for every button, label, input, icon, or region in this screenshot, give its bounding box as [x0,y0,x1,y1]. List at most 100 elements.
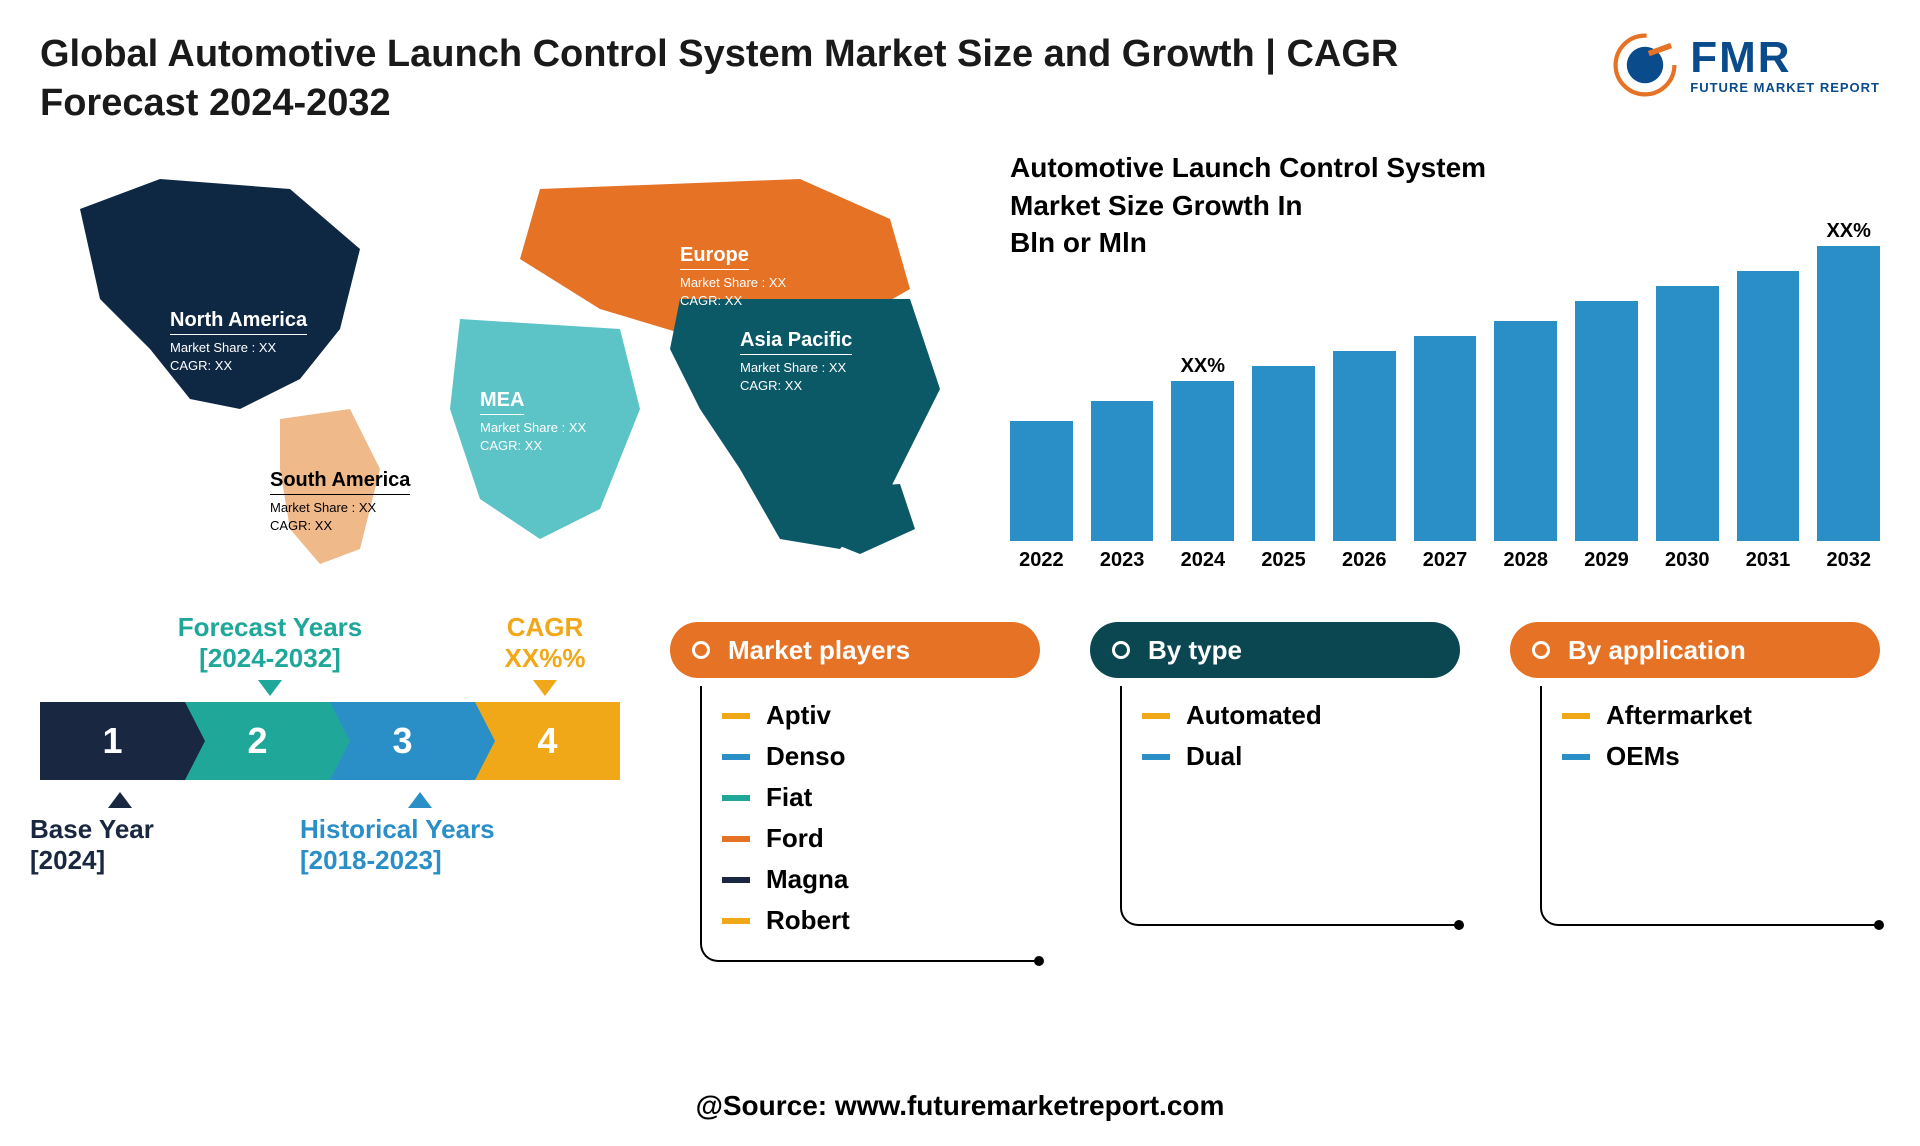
cat-app: By application Aftermarket OEMs [1510,622,1880,962]
timeline-seg-1: 1 [40,702,185,780]
tl-base-l1: Base Year [30,814,210,845]
list-app: Aftermarket OEMs [1540,686,1880,926]
source-text: @Source: www.futuremarketreport.com [0,1090,1920,1122]
bar-2026 [1333,351,1396,541]
tl-forecast-l2: [2024-2032] [170,643,370,674]
pill-app-label: By application [1568,635,1746,666]
bar-2022 [1010,421,1073,541]
list-item: OEMs [1562,741,1880,772]
logo: FMR FUTURE MARKET REPORT [1610,30,1880,100]
bar-col-2027: 2027 [1414,336,1477,572]
pill-dot-icon [1532,641,1550,659]
mid-row: North AmericaMarket Share : XXCAGR: XX So… [40,149,1880,572]
map-label-na: North AmericaMarket Share : XXCAGR: XX [170,309,307,375]
bar-chart: Automotive Launch Control System Market … [990,149,1880,572]
cat-players: Market players AptivDensoFiatFordMagnaRo… [670,622,1040,962]
bar-year-label: 2026 [1342,549,1387,572]
bar-year-label: 2025 [1261,549,1306,572]
page-title: Global Automotive Launch Control System … [40,30,1440,129]
timeline-base-label: Base Year [2024] [30,792,210,876]
tl-base-l2: [2024] [30,845,210,876]
dash-icon [1562,754,1590,760]
list-item-label: Automated [1186,700,1322,731]
list-item: Robert [722,905,1040,936]
logo-text-sub: FUTURE MARKET REPORT [1690,80,1880,95]
bar-2028 [1494,321,1557,541]
list-item-label: Dual [1186,741,1242,772]
dash-icon [722,754,750,760]
dash-icon [722,836,750,842]
header: Global Automotive Launch Control System … [40,30,1880,129]
timeline-seg-2: 2 [185,702,330,780]
list-type: Automated Dual [1120,686,1460,926]
bar-annot-2024: XX% [1181,355,1225,378]
tl-hist-l1: Historical Years [300,814,540,845]
dash-icon [722,795,750,801]
list-item: Magna [722,864,1040,895]
bar-col-2030: 2030 [1656,286,1719,572]
pill-dot-icon [1112,641,1130,659]
dash-icon [1562,713,1590,719]
bar-2031 [1737,271,1800,541]
list-players: AptivDensoFiatFordMagnaRobert [700,686,1040,962]
world-map: North AmericaMarket Share : XXCAGR: XX So… [40,149,960,569]
bar-col-2026: 2026 [1333,351,1396,572]
timeline-forecast-label: Forecast Years [2024-2032] [170,612,370,696]
map-label-eu: EuropeMarket Share : XXCAGR: XX [680,244,786,310]
bar-col-2032: XX%2032 [1817,246,1880,572]
dash-icon [722,713,750,719]
bar-col-2024: XX%2024 [1171,381,1234,572]
logo-text-main: FMR [1690,36,1880,80]
list-item-label: Magna [766,864,848,895]
bar-year-label: 2030 [1665,549,1710,572]
timeline: Forecast Years [2024-2032] CAGR XX%% 123… [40,622,620,962]
tl-forecast-l1: Forecast Years [170,612,370,643]
list-item-label: Fiat [766,782,812,813]
bar-col-2028: 2028 [1494,321,1557,572]
pill-players-label: Market players [728,635,910,666]
list-item: Aftermarket [1562,700,1880,731]
list-item: Fiat [722,782,1040,813]
pill-players: Market players [670,622,1040,678]
timeline-hist-label: Historical Years [2018-2023] [300,792,540,876]
timeline-seg-3: 3 [330,702,475,780]
logo-icon [1610,30,1680,100]
map-label-sa: South AmericaMarket Share : XXCAGR: XX [270,469,410,535]
timeline-seg-4: 4 [475,702,620,780]
chart-title-l1: Automotive Launch Control System [1010,149,1880,187]
bar-2024 [1171,381,1234,541]
dash-icon [1142,713,1170,719]
pill-type: By type [1090,622,1460,678]
pill-app: By application [1510,622,1880,678]
bar-annot-2032: XX% [1826,220,1870,243]
bar-year-label: 2032 [1826,549,1871,572]
bar-col-2029: 2029 [1575,301,1638,572]
map-label-mea: MEAMarket Share : XXCAGR: XX [480,389,586,455]
list-item-label: OEMs [1606,741,1680,772]
list-item: Denso [722,741,1040,772]
bar-col-2022: 2022 [1010,421,1073,572]
list-item-label: Robert [766,905,850,936]
bottom-row: Forecast Years [2024-2032] CAGR XX%% 123… [40,622,1880,962]
bar-2030 [1656,286,1719,541]
list-item-label: Ford [766,823,824,854]
bar-year-label: 2022 [1019,549,1064,572]
tl-cagr-l1: CAGR [480,612,610,643]
bar-year-label: 2031 [1746,549,1791,572]
bar-col-2023: 2023 [1091,401,1154,572]
chart-title: Automotive Launch Control System Market … [1010,149,1880,262]
list-item-label: Aftermarket [1606,700,1752,731]
bar-year-label: 2029 [1584,549,1629,572]
timeline-bar: 1234 [40,702,620,780]
tl-hist-l2: [2018-2023] [300,845,540,876]
bar-row: 2022 2023 XX%2024 2025 2026 2027 2028 2029 2030 2… [1010,272,1880,572]
chart-title-l3: Bln or Mln [1010,224,1880,262]
bar-2027 [1414,336,1477,541]
list-item-label: Denso [766,741,845,772]
map-label-ap: Asia PacificMarket Share : XXCAGR: XX [740,329,852,395]
bar-col-2031: 2031 [1737,271,1800,572]
bar-year-label: 2023 [1100,549,1145,572]
dash-icon [722,918,750,924]
bar-col-2025: 2025 [1252,366,1315,572]
timeline-cagr-label: CAGR XX%% [480,612,610,696]
